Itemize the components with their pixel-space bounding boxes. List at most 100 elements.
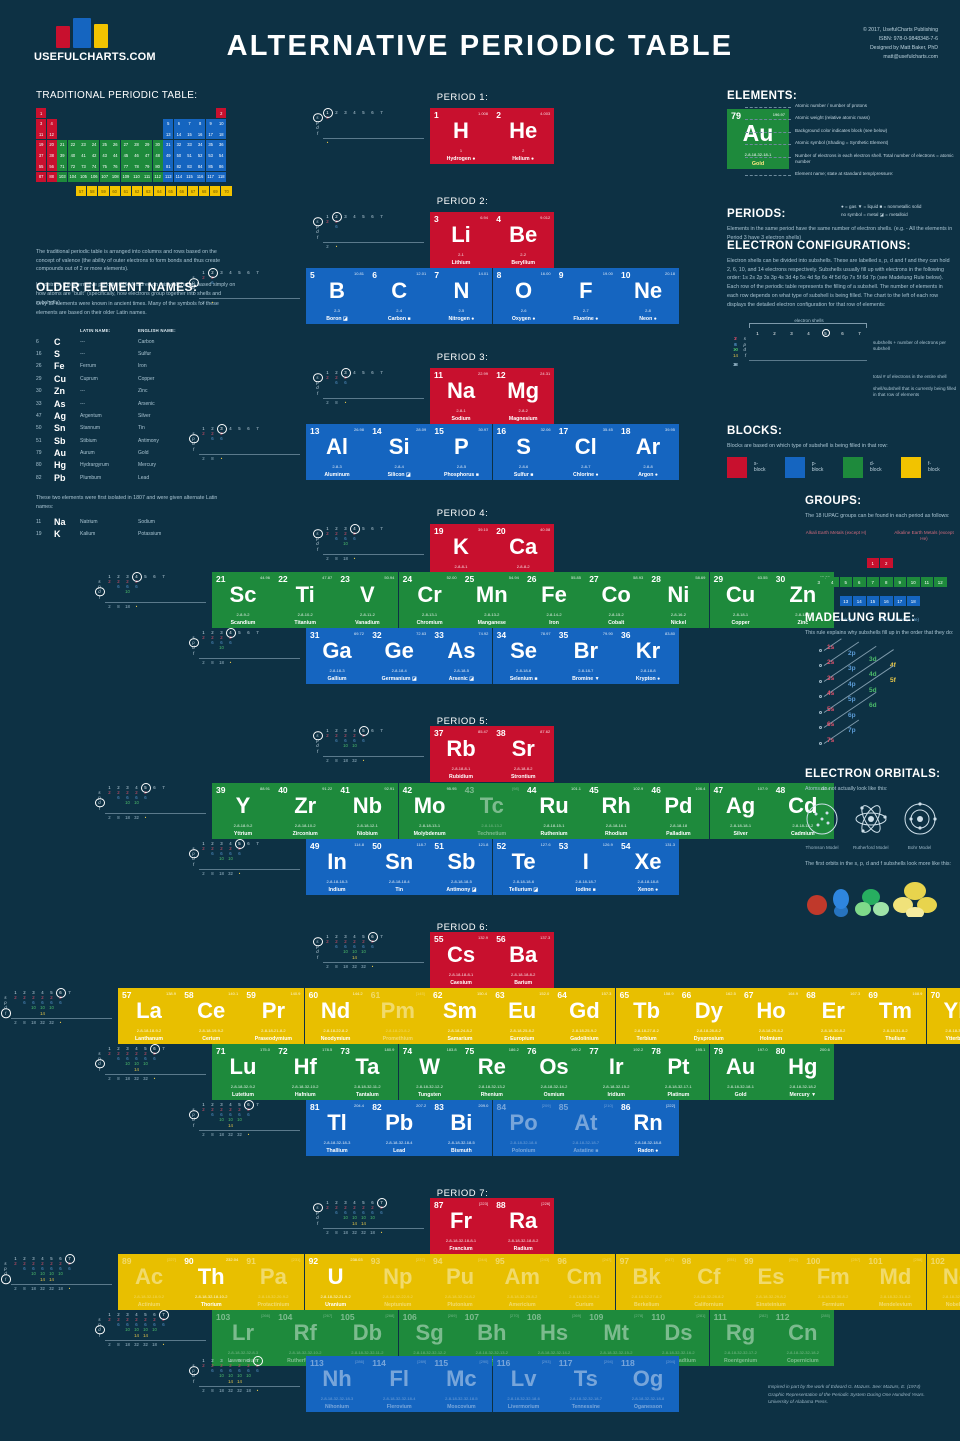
element-tile-ra[interactable]: 88 [226] Ra 2-8-18-32-18-8-2 Radium bbox=[492, 1198, 555, 1254]
element-tile-ta[interactable]: 73 180.9 Ta 2-8-18-32-11-2 Tantalum bbox=[336, 1044, 399, 1100]
element-tile-th[interactable]: 90 232.04 Th 2-8-18-32-18-10-2 Thorium bbox=[180, 1254, 243, 1310]
element-tile-cd[interactable]: 48 112.4 Cd 2-8-18-18-2 Cadmium bbox=[771, 783, 834, 839]
element-tile-f[interactable]: 9 19.00 F 2-7 Fluorine ● bbox=[554, 268, 617, 324]
element-tile-dy[interactable]: 66 162.5 Dy 2-8-18-28-8-2 Dysprosium bbox=[677, 988, 740, 1044]
element-tile-pu[interactable]: 94 [244] Pu 2-8-18-32-24-8-2 Plutonium bbox=[429, 1254, 491, 1310]
element-tile-no[interactable]: 102[259]No2-8-18-32-32-8-2Nobelium bbox=[926, 1254, 960, 1310]
element-tile-ag[interactable]: 47 107.9 Ag 2-8-18-18-1 Silver bbox=[709, 783, 772, 839]
element-tile-cu[interactable]: 29 63.55 Cu 2-8-18-1 Copper bbox=[709, 572, 772, 628]
element-tile-cn[interactable]: 112 [285] Cn 2-8-18-32-32-18-2 Copernicium bbox=[771, 1310, 834, 1366]
element-tile-al[interactable]: 13 26.98 Al 2-8-3 Aluminum bbox=[306, 424, 368, 480]
element-tile-mo[interactable]: 42 95.95 Mo 2-8-18-13-1 Molybdenum bbox=[398, 783, 461, 839]
element-tile-ir[interactable]: 77 192.2 Ir 2-8-18-32-15-2 Iridium bbox=[585, 1044, 648, 1100]
element-tile-sm[interactable]: 62 150.4 Sm 2-8-18-24-8-2 Samarium bbox=[429, 988, 491, 1044]
element-tile-ce[interactable]: 58 140.1 Ce 2-8-18-19-9-2 Cerium bbox=[180, 988, 243, 1044]
element-tile-og[interactable]: 118 [294] Og 2-8-18-32-32-18-8 Oganesson bbox=[617, 1356, 679, 1412]
element-tile-u[interactable]: 92 238.03 U 2-8-18-32-21-9-2 Uranium bbox=[304, 1254, 367, 1310]
element-tile-rh[interactable]: 45 102.9 Rh 2-8-18-16-1 Rhodium bbox=[585, 783, 648, 839]
element-tile-as[interactable]: 33 74.92 As 2-8-18-5 Arsenic ◪ bbox=[430, 628, 493, 684]
element-tile-pd[interactable]: 46 106.4 Pd 2-8-18-18 Palladium bbox=[647, 783, 710, 839]
element-tile-ge[interactable]: 32 72.63 Ge 2-8-18-4 Germanium ◪ bbox=[368, 628, 431, 684]
element-tile-cf[interactable]: 98 [251] Cf 2-8-18-32-28-8-2 Californium bbox=[677, 1254, 740, 1310]
element-tile-he[interactable]: 2 4.003 He 2 Helium ● bbox=[492, 108, 555, 164]
element-tile-ar[interactable]: 18 39.95 Ar 2-8-8 Argon ● bbox=[617, 424, 679, 480]
element-tile-pb[interactable]: 82 207.2 Pb 2-8-18-32-18-4 Lead bbox=[368, 1100, 431, 1156]
element-tile-pa[interactable]: 91 [231] Pa 2-8-18-32-20-9-2 Protactinium bbox=[242, 1254, 305, 1310]
element-tile-cl[interactable]: 17 35.45 Cl 2-8-7 Chlorine ● bbox=[554, 424, 617, 480]
element-tile-fe[interactable]: 26 55.85 Fe 2-8-14-2 Iron bbox=[523, 572, 585, 628]
element-tile-cs[interactable]: 55 132.9 Cs 2-8-18-18-8-1 Caesium bbox=[430, 932, 492, 988]
element-tile-os[interactable]: 76 190.2 Os 2-8-18-32-14-2 Osmium bbox=[523, 1044, 585, 1100]
element-tile-na[interactable]: 11 22.99 Na 2-8-1 Sodium bbox=[430, 368, 492, 424]
element-tile-po[interactable]: 84 [209] Po 2-8-18-32-18-6 Polonium bbox=[492, 1100, 555, 1156]
element-tile-ru[interactable]: 44 101.1 Ru 2-8-18-15-1 Ruthenium bbox=[523, 783, 585, 839]
element-tile-hf[interactable]: 72 178.5 Hf 2-8-18-32-10-2 Hafnium bbox=[274, 1044, 337, 1100]
element-tile-au[interactable]: 79 197.0 Au 2-8-18-32-18-1 Gold bbox=[709, 1044, 772, 1100]
element-tile-pm[interactable]: 61 [145] Pm 2-8-18-23-8-2 Promethium bbox=[366, 988, 429, 1044]
element-tile-eu[interactable]: 63 152.0 Eu 2-8-18-25-8-2 Europium bbox=[491, 988, 554, 1044]
element-tile-p[interactable]: 15 30.97 P 2-8-5 Phosphorus ■ bbox=[430, 424, 493, 480]
element-tile-lu[interactable]: 71 175.0 Lu 2-8-18-32-9-2 Lutetium bbox=[212, 1044, 274, 1100]
element-tile-rg[interactable]: 111 [282] Rg 2-8-18-32-32-17-2 Roentgenium bbox=[709, 1310, 772, 1366]
element-tile-ni[interactable]: 28 58.69 Ni 2-8-16-2 Nickel bbox=[647, 572, 710, 628]
element-tile-la[interactable]: 57 138.9 La 2-8-18-18-9-2 Lanthanum bbox=[118, 988, 180, 1044]
element-tile-tm[interactable]: 69 168.9 Tm 2-8-18-31-8-2 Thulium bbox=[864, 988, 927, 1044]
element-tile-es[interactable]: 99 [252] Es 2-8-18-32-29-8-2 Einsteinium bbox=[740, 1254, 802, 1310]
element-tile-xe[interactable]: 54 131.3 Xe 2-8-18-18-8 Xenon ● bbox=[617, 839, 679, 895]
element-tile-v[interactable]: 23 50.94 V 2-8-11-2 Vanadium bbox=[336, 572, 399, 628]
element-tile-te[interactable]: 52 127.6 Te 2-8-18-18-6 Tellurium ◪ bbox=[492, 839, 555, 895]
element-tile-si[interactable]: 14 28.09 Si 2-8-4 Silicon ◪ bbox=[368, 424, 431, 480]
element-tile-co[interactable]: 27 58.93 Co 2-8-15-2 Cobalt bbox=[585, 572, 648, 628]
element-tile-hg[interactable]: 80 200.6 Hg 2-8-18-32-18-2 Mercury ▼ bbox=[771, 1044, 834, 1100]
element-tile-am[interactable]: 95 [243] Am 2-8-18-32-25-8-2 Americium bbox=[491, 1254, 554, 1310]
element-tile-md[interactable]: 101 [258] Md 2-8-18-32-31-8-2 Mendelevium bbox=[864, 1254, 927, 1310]
element-tile-ga[interactable]: 31 69.72 Ga 2-8-18-3 Gallium bbox=[306, 628, 368, 684]
element-tile-mn[interactable]: 25 54.94 Mn 2-8-13-2 Manganese bbox=[460, 572, 523, 628]
element-tile-s[interactable]: 16 32.06 S 2-8-6 Sulfur ■ bbox=[492, 424, 555, 480]
element-tile-y[interactable]: 39 88.91 Y 2-8-18-9-2 Yttrium bbox=[212, 783, 274, 839]
element-tile-rn[interactable]: 86 [222] Rn 2-8-18-32-18-8 Radon ● bbox=[617, 1100, 679, 1156]
element-tile-o[interactable]: 8 16.00 O 2-6 Oxygen ● bbox=[492, 268, 555, 324]
element-tile-tl[interactable]: 81 204.4 Tl 2-8-18-32-18-3 Thallium bbox=[306, 1100, 368, 1156]
element-tile-ac[interactable]: 89 [227] Ac 2-8-18-32-18-9-2 Actinium bbox=[118, 1254, 180, 1310]
element-tile-n[interactable]: 7 14.01 N 2-5 Nitrogen ● bbox=[430, 268, 493, 324]
element-tile-yb[interactable]: 70173.0Yb2-8-18-32-8-2Ytterbium bbox=[926, 988, 960, 1044]
element-tile-tc[interactable]: 43 [98] Tc 2-8-18-13-2 Technetium bbox=[460, 783, 523, 839]
element-tile-re[interactable]: 75 186.2 Re 2-8-18-32-13-2 Rhenium bbox=[460, 1044, 523, 1100]
element-tile-sn[interactable]: 50 118.7 Sn 2-8-18-18-4 Tin bbox=[368, 839, 431, 895]
element-tile-ts[interactable]: 117 [294] Ts 2-8-18-32-32-18-7 Tennessine bbox=[554, 1356, 617, 1412]
element-tile-ba[interactable]: 56 137.3 Ba 2-8-18-18-8-2 Barium bbox=[492, 932, 555, 988]
element-tile-be[interactable]: 4 9.012 Be 2-2 Beryllium bbox=[492, 212, 555, 268]
element-tile-rb[interactable]: 37 85.47 Rb 2-8-18-8-1 Rubidium bbox=[430, 726, 492, 782]
element-tile-nb[interactable]: 41 92.91 Nb 2-8-18-12-1 Niobium bbox=[336, 783, 399, 839]
element-tile-bi[interactable]: 83 209.0 Bi 2-8-18-32-18-5 Bismuth bbox=[430, 1100, 493, 1156]
element-tile-ne[interactable]: 10 20.18 Ne 2-8 Neon ● bbox=[617, 268, 679, 324]
element-tile-se[interactable]: 34 78.97 Se 2-8-18-6 Selenium ■ bbox=[492, 628, 555, 684]
element-tile-lv[interactable]: 116 [293] Lv 2-8-18-32-32-18-6 Livermorium bbox=[492, 1356, 555, 1412]
element-tile-li[interactable]: 3 6.94 Li 2-1 Lithium bbox=[430, 212, 492, 268]
element-tile-kr[interactable]: 36 83.80 Kr 2-8-18-8 Krypton ● bbox=[617, 628, 679, 684]
element-tile-sc[interactable]: 21 44.96 Sc 2-8-9-2 Scandium bbox=[212, 572, 274, 628]
element-tile-mc[interactable]: 115 [290] Mc 2-8-18-32-32-18-5 Moscovium bbox=[430, 1356, 493, 1412]
element-tile-b[interactable]: 5 10.81 B 2-3 Boron ◪ bbox=[306, 268, 368, 324]
element-tile-pr[interactable]: 59 140.9 Pr 2-8-18-21-8-2 Praseodymium bbox=[242, 988, 305, 1044]
element-tile-i[interactable]: 53 126.9 I 2-8-18-18-7 Iodine ■ bbox=[554, 839, 617, 895]
element-tile-nh[interactable]: 113 [286] Nh 2-8-18-32-32-18-3 Nihonium bbox=[306, 1356, 368, 1412]
element-tile-bk[interactable]: 97 [247] Bk 2-8-18-32-27-8-2 Berkelium bbox=[615, 1254, 678, 1310]
element-tile-fr[interactable]: 87 [223] Fr 2-8-18-32-18-8-1 Francium bbox=[430, 1198, 492, 1254]
element-tile-pt[interactable]: 78 195.1 Pt 2-8-18-32-17-1 Platinum bbox=[647, 1044, 710, 1100]
element-tile-mg[interactable]: 12 24.31 Mg 2-8-2 Magnesium bbox=[492, 368, 555, 424]
element-tile-er[interactable]: 68 167.3 Er 2-8-18-30-8-2 Erbium bbox=[802, 988, 865, 1044]
element-tile-ti[interactable]: 22 47.87 Ti 2-8-10-2 Titanium bbox=[274, 572, 337, 628]
element-tile-at[interactable]: 85 [210] At 2-8-18-32-18-7 Astatine ■ bbox=[554, 1100, 617, 1156]
element-tile-cr[interactable]: 24 52.00 Cr 2-8-13-1 Chromium bbox=[398, 572, 461, 628]
element-tile-zr[interactable]: 40 91.22 Zr 2-8-18-10-2 Zirconium bbox=[274, 783, 337, 839]
element-tile-w[interactable]: 74 183.8 W 2-8-18-32-12-2 Tungsten bbox=[398, 1044, 461, 1100]
element-tile-sr[interactable]: 38 87.62 Sr 2-8-18-8-2 Strontium bbox=[492, 726, 555, 782]
element-tile-fm[interactable]: 100 [257] Fm 2-8-18-32-30-8-2 Fermium bbox=[802, 1254, 865, 1310]
element-tile-cm[interactable]: 96 [247] Cm 2-8-18-32-25-9-2 Curium bbox=[553, 1254, 616, 1310]
element-tile-br[interactable]: 35 79.90 Br 2-8-18-7 Bromine ▼ bbox=[554, 628, 617, 684]
element-tile-h[interactable]: 1 1.008 H 1 Hydrogen ● bbox=[430, 108, 492, 164]
element-tile-gd[interactable]: 64 157.3 Gd 2-8-18-25-9-2 Gadolinium bbox=[553, 988, 616, 1044]
element-tile-in[interactable]: 49 114.8 In 2-8-18-18-3 Indium bbox=[306, 839, 368, 895]
